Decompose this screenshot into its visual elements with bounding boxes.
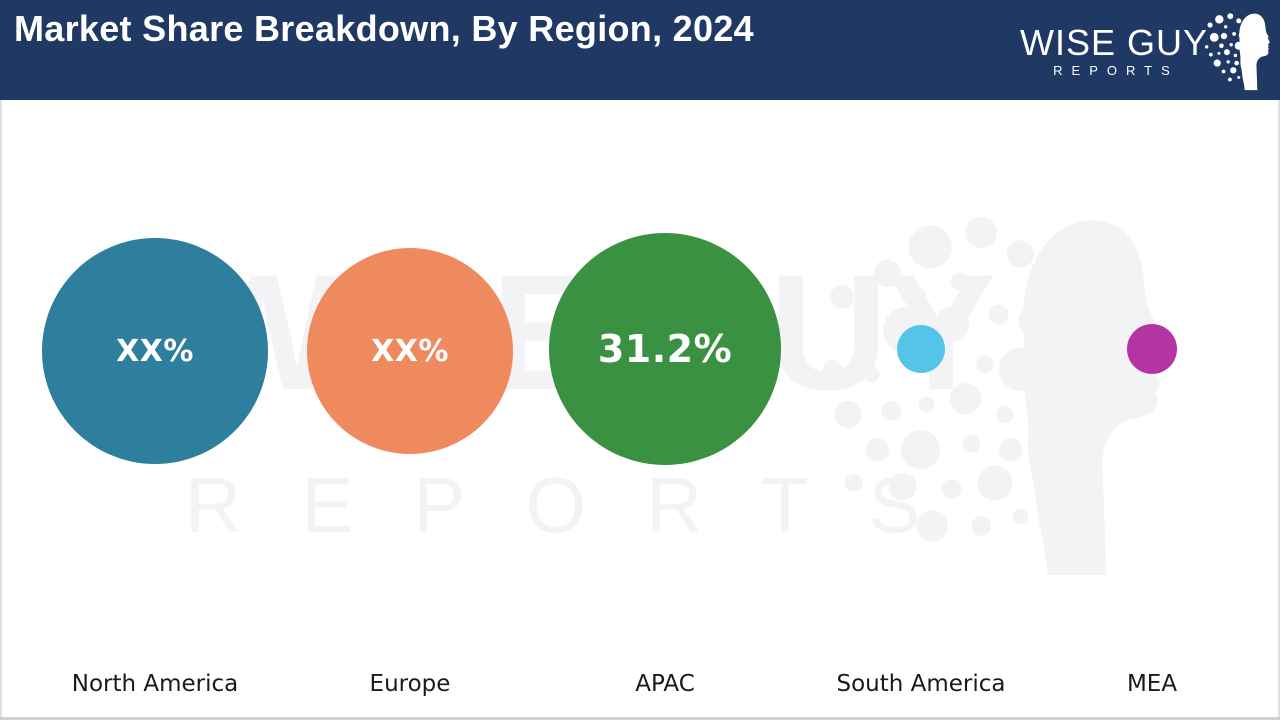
bubble-europe[interactable]: XX% [307,248,513,454]
page-border-bottom [0,717,1280,720]
watermark-head-icon [822,216,1164,575]
page-border-right [1278,100,1280,720]
wiseguy-logo: WISE GUY REPORTS [1020,4,1270,96]
bubble-apac[interactable]: 31.2% [549,233,781,465]
bubble-north-america[interactable]: XX% [42,238,268,464]
wiseguy-head-icon [1204,13,1270,91]
bubble-south-america[interactable] [897,325,945,373]
page-title: Market Share Breakdown, By Region, 2024 [14,8,754,49]
category-label-apac: APAC [635,671,695,697]
bubble-value-label: XX% [371,333,449,369]
logo-tagline: REPORTS [1053,62,1179,78]
watermark-text-line2: REPORTS [185,461,981,549]
category-label-south-america: South America [836,671,1006,697]
category-label-europe: Europe [369,671,451,697]
page-border-left [0,100,2,720]
bubble-mea[interactable] [1127,324,1177,374]
bubble-value-label: 31.2% [597,327,733,371]
category-label-mea: MEA [1126,671,1178,697]
plot-area: WISE GUY REPORTS XX%North AmericaXX%Euro… [0,100,1280,720]
header-bar: Market Share Breakdown, By Region, 2024 … [0,0,1280,100]
category-label-north-america: North America [71,671,239,697]
logo-name: WISE GUY [1019,22,1208,64]
bubble-value-label: XX% [116,333,194,369]
logo-text: WISE GUY REPORTS [1020,24,1208,78]
